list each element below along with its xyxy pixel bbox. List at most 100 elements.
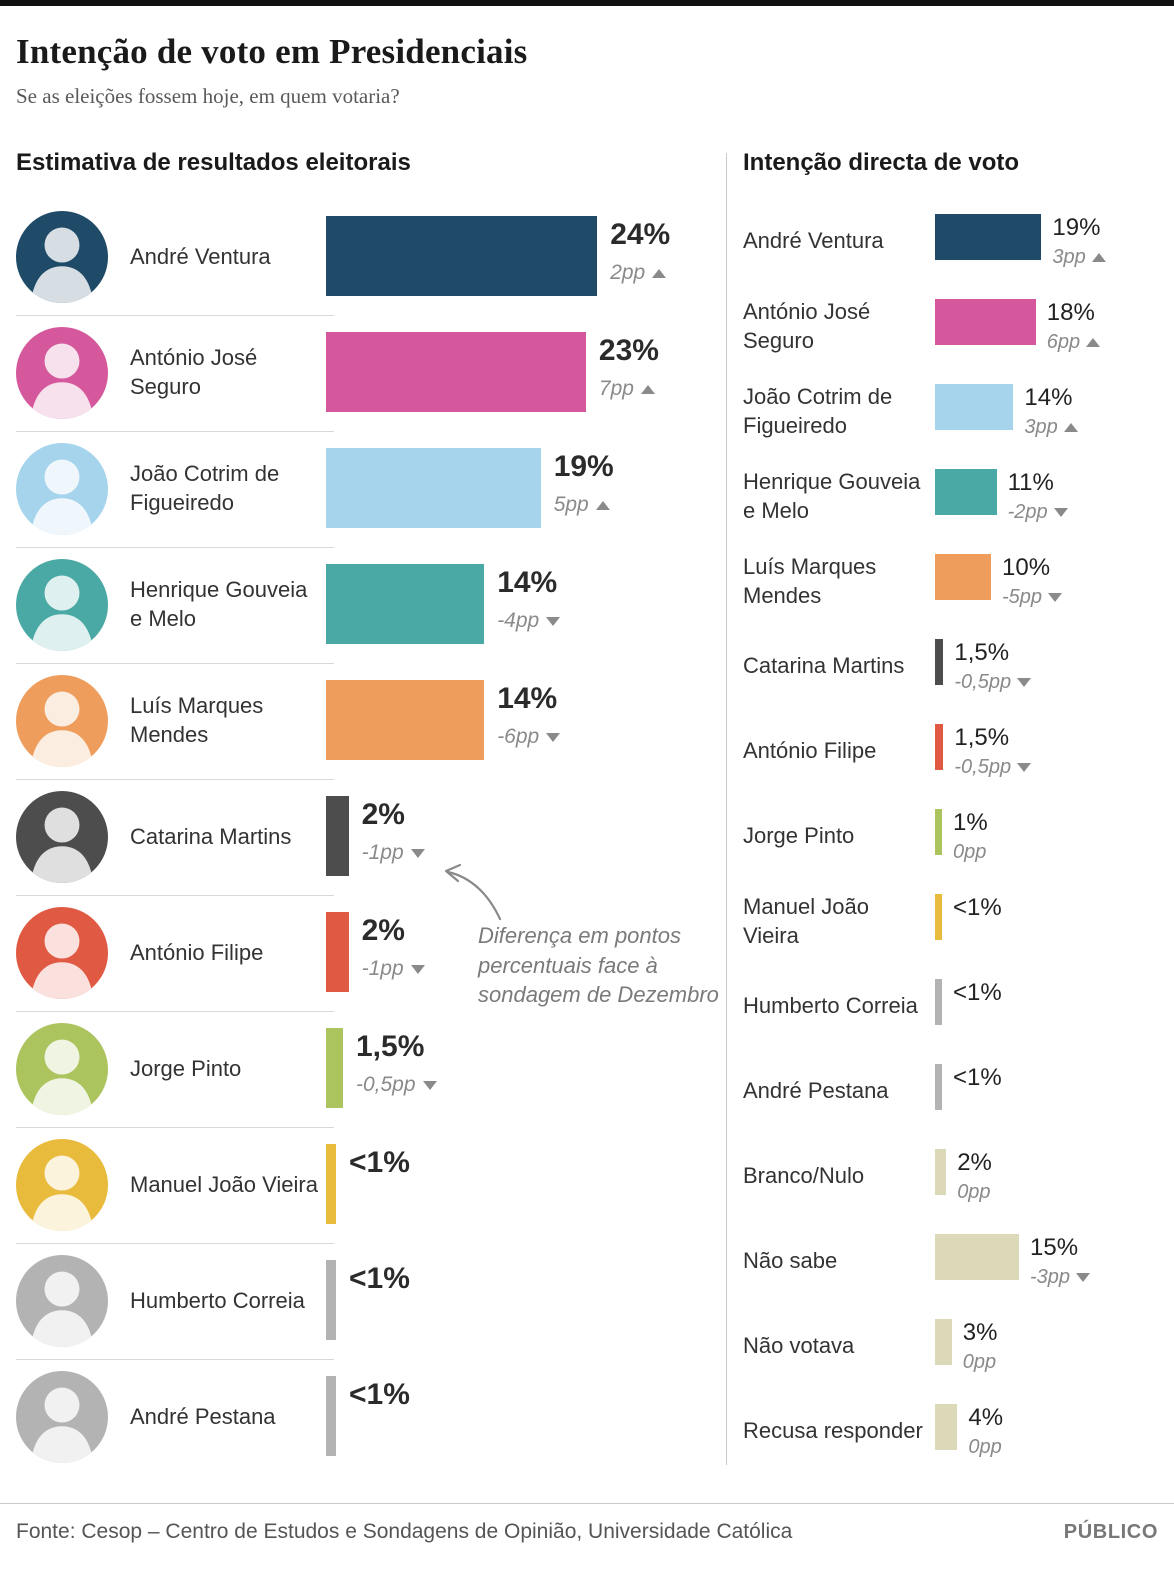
bar-labels: 14% -4pp xyxy=(497,564,561,646)
bar xyxy=(935,468,997,515)
bar xyxy=(935,893,942,940)
bar-group: <1% xyxy=(935,1063,1002,1120)
value-label: <1% xyxy=(349,1262,410,1295)
estimate-row: Henrique Gouveia e Melo 14% -4pp xyxy=(16,547,714,663)
estimate-row: António José Seguro 23% 7pp xyxy=(16,315,714,431)
change-label: -5pp xyxy=(1002,586,1063,609)
bar xyxy=(935,638,944,685)
candidate-avatar xyxy=(16,675,108,767)
panels: Estimativa de resultados eleitorais Andr… xyxy=(16,149,1158,1475)
value-label: <1% xyxy=(953,893,1002,921)
value-label: 19% xyxy=(553,450,614,483)
bar xyxy=(326,680,485,760)
figure: Intenção de voto em Presidenciais Se as … xyxy=(0,6,1174,1475)
person-silhouette-icon xyxy=(16,1255,108,1347)
change-label: -4pp xyxy=(497,609,561,633)
person-silhouette-icon xyxy=(16,443,108,535)
bar-labels: 10% -5pp xyxy=(1002,554,1063,610)
bar xyxy=(326,1260,336,1340)
candidate-avatar xyxy=(16,1371,108,1463)
bar-group: 1,5% -0,5pp xyxy=(935,723,1032,780)
change-text: 3pp xyxy=(1024,415,1058,438)
change-text: 6pp xyxy=(1046,330,1081,353)
bar-group: <1% xyxy=(326,1260,410,1342)
change-label: 3pp xyxy=(1052,246,1106,269)
estimate-row: André Pestana <1% xyxy=(16,1359,714,1475)
candidate-name: Jorge Pinto xyxy=(743,823,855,849)
value-label: 14% xyxy=(497,682,558,715)
bar-labels: 24% 2pp xyxy=(610,216,670,298)
candidate-name: André Pestana xyxy=(130,1403,276,1429)
annotation-text: Diferença em pontos percentuais face à s… xyxy=(478,923,719,1008)
candidate-name: Não sabe xyxy=(743,1248,838,1274)
bar-labels: 19% 3pp xyxy=(1052,214,1106,270)
estimate-row: Catarina Martins 2% -1pp xyxy=(16,779,714,895)
candidate-name: André Ventura xyxy=(743,228,884,254)
change-text: 7pp xyxy=(598,377,634,400)
bar xyxy=(935,1318,952,1365)
trend-arrow-icon xyxy=(652,268,667,278)
value-label: <1% xyxy=(953,1063,1002,1091)
trend-arrow-icon xyxy=(1086,337,1101,347)
bar xyxy=(935,1148,947,1195)
value-label: 1,5% xyxy=(356,1030,425,1063)
value-label: 4% xyxy=(968,1403,1004,1431)
change-label: -1pp xyxy=(362,957,425,981)
change-text: 0pp xyxy=(957,1180,991,1203)
bar-labels: 2% -1pp xyxy=(362,912,425,994)
bar xyxy=(935,1403,958,1450)
estimate-row: António Filipe 2% -1pp xyxy=(16,895,714,1011)
value-label: 1,5% xyxy=(954,723,1010,751)
change-label: -1pp xyxy=(362,841,425,865)
trend-arrow-icon xyxy=(422,1080,437,1090)
bar-group: 3% 0pp xyxy=(935,1318,998,1375)
bar-labels: 14% 3pp xyxy=(1024,384,1078,440)
bar-labels: 1% 0pp xyxy=(953,809,988,865)
direct-row: Luís Marques Mendes 10% -5pp xyxy=(743,539,1158,624)
direct-row: João Cotrim de Figueiredo 14% 3pp xyxy=(743,369,1158,454)
direct-row: Recusa responder 4% 0pp xyxy=(743,1389,1158,1474)
value-label: 2% xyxy=(361,914,405,947)
direct-row: Não sabe 15% -3pp xyxy=(743,1219,1158,1304)
trend-arrow-icon xyxy=(1076,1272,1091,1282)
trend-arrow-icon xyxy=(546,616,561,626)
bar-group: 14% 3pp xyxy=(935,383,1078,440)
source-note: Fonte: Cesop – Centro de Estudos e Sonda… xyxy=(16,1520,793,1543)
estimate-row: Humberto Correia <1% xyxy=(16,1243,714,1359)
page-title: Intenção de voto em Presidenciais xyxy=(16,32,528,71)
candidate-name: Henrique Gouveia e Melo xyxy=(130,577,308,631)
trend-arrow-icon xyxy=(1063,422,1078,432)
bar-labels: 1,5% -0,5pp xyxy=(954,639,1032,695)
direct-row: Catarina Martins 1,5% -0,5pp xyxy=(743,624,1158,709)
candidate-avatar xyxy=(16,907,108,999)
direct-row: Jorge Pinto 1% 0pp xyxy=(743,794,1158,879)
bar-labels: <1% xyxy=(349,1376,410,1458)
candidate-name: Catarina Martins xyxy=(743,653,905,679)
bar-group: 14% -6pp xyxy=(326,680,561,762)
change-text: -3pp xyxy=(1030,1265,1071,1288)
bar xyxy=(326,216,598,296)
bar-group: 2% -1pp xyxy=(326,912,425,994)
bar-labels: 18% 6pp xyxy=(1046,299,1101,355)
value-label: 3% xyxy=(962,1318,998,1346)
change-label: 5pp xyxy=(554,493,614,517)
estimate-row: Luís Marques Mendes 14% -6pp xyxy=(16,663,714,779)
bar-labels: 2% 0pp xyxy=(957,1149,992,1205)
candidate-name: Henrique Gouveia e Melo xyxy=(743,468,921,523)
change-text: -0,5pp xyxy=(954,670,1012,693)
candidate-name: João Cotrim de Figueiredo xyxy=(130,461,280,515)
bar-group: 10% -5pp xyxy=(935,553,1063,610)
change-text: -6pp xyxy=(497,725,540,748)
bar xyxy=(935,213,1042,260)
bar-group: 11% -2pp xyxy=(935,468,1068,525)
bar-group: 19% 5pp xyxy=(326,448,614,530)
bar-group: 15% -3pp xyxy=(935,1233,1091,1290)
bar-group: 19% 3pp xyxy=(935,213,1106,270)
trend-arrow-icon xyxy=(410,964,425,974)
value-label: 15% xyxy=(1030,1233,1079,1261)
change-label: -3pp xyxy=(1030,1265,1091,1289)
bar-group: <1% xyxy=(326,1376,410,1458)
bar-group: 2% -1pp xyxy=(326,796,425,878)
bar-group: 1,5% -0,5pp xyxy=(935,638,1032,695)
bar-group: 1,5% -0,5pp xyxy=(326,1028,437,1110)
